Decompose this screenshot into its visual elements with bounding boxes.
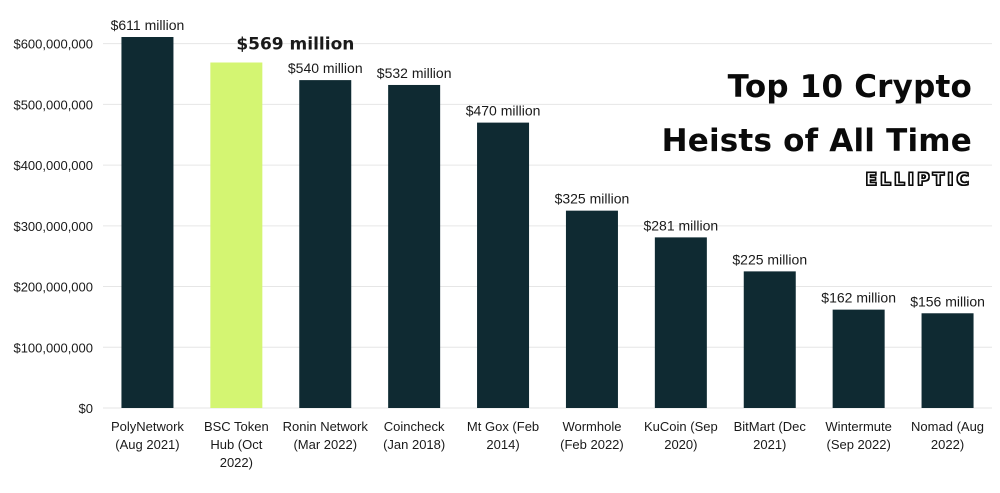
bar	[477, 122, 530, 408]
bar	[743, 271, 796, 408]
chart-title-line-1: Top 10 Crypto	[727, 69, 972, 105]
bar	[388, 84, 441, 408]
bar	[210, 62, 263, 409]
x-tick-label: 2022)	[931, 437, 964, 452]
bar	[921, 313, 974, 408]
data-label: $156 million	[910, 293, 985, 309]
bar	[565, 210, 618, 408]
x-tick-label: PolyNetwork	[111, 419, 184, 434]
x-tick-label: (Jan 2018)	[383, 437, 445, 452]
x-tick-label: (Feb 2022)	[560, 437, 624, 452]
brand-logo: ELLIPTIC	[865, 169, 972, 190]
y-tick-label: $100,000,000	[13, 340, 93, 355]
x-tick-label: Coincheck	[384, 419, 445, 434]
x-tick-label: 2021)	[753, 437, 786, 452]
y-tick-label: $200,000,000	[13, 280, 93, 295]
x-tick-label: (Sep 2022)	[826, 437, 890, 452]
x-tick-label: 2014)	[486, 437, 519, 452]
bar	[121, 37, 174, 408]
x-tick-label: (Mar 2022)	[293, 437, 357, 452]
x-tick-label: Wormhole	[562, 419, 621, 434]
x-tick-label: 2020)	[664, 437, 697, 452]
x-tick-label: 2022)	[220, 455, 253, 470]
x-axis: PolyNetwork (Aug 2021) BSC Token Hub (Oct 20…	[111, 419, 984, 470]
y-tick-label: $300,000,000	[13, 219, 93, 234]
bar	[299, 80, 352, 408]
x-tick-label: BitMart (Dec	[734, 419, 807, 434]
y-tick-label: $0	[79, 401, 93, 416]
data-label: $225 million	[732, 251, 807, 267]
y-axis: $0 $100,000,000 $200,000,000 $300,000,000 $4…	[13, 37, 93, 416]
data-label: $532 million	[377, 65, 452, 81]
data-label: $569 million	[236, 35, 354, 55]
data-label: $540 million	[288, 60, 363, 76]
data-labels: $611 million $569 million $540 million $532…	[111, 17, 985, 309]
x-tick-label: Mt Gox (Feb	[467, 419, 539, 434]
x-tick-label: Nomad (Aug	[911, 419, 984, 434]
bar	[654, 237, 707, 408]
data-label: $325 million	[555, 191, 630, 207]
data-label: $162 million	[821, 290, 896, 306]
x-tick-label: (Aug 2021)	[115, 437, 179, 452]
y-tick-label: $500,000,000	[13, 97, 93, 112]
bar	[832, 309, 885, 408]
x-tick-label: Hub (Oct	[210, 437, 262, 452]
chart-title-line-2: Heists of All Time	[661, 123, 972, 159]
data-label: $611 million	[111, 17, 185, 33]
x-tick-label: KuCoin (Sep	[644, 419, 718, 434]
x-tick-label: Wintermute	[825, 419, 891, 434]
x-tick-label: BSC Token	[204, 419, 269, 434]
data-label: $470 million	[466, 103, 541, 119]
chart-title: Top 10 Crypto Heists of All Time	[662, 60, 972, 168]
x-tick-label: Ronin Network	[283, 419, 369, 434]
bars	[121, 37, 974, 409]
y-tick-label: $600,000,000	[13, 37, 93, 52]
y-tick-label: $400,000,000	[13, 158, 93, 173]
data-label: $281 million	[643, 217, 718, 233]
